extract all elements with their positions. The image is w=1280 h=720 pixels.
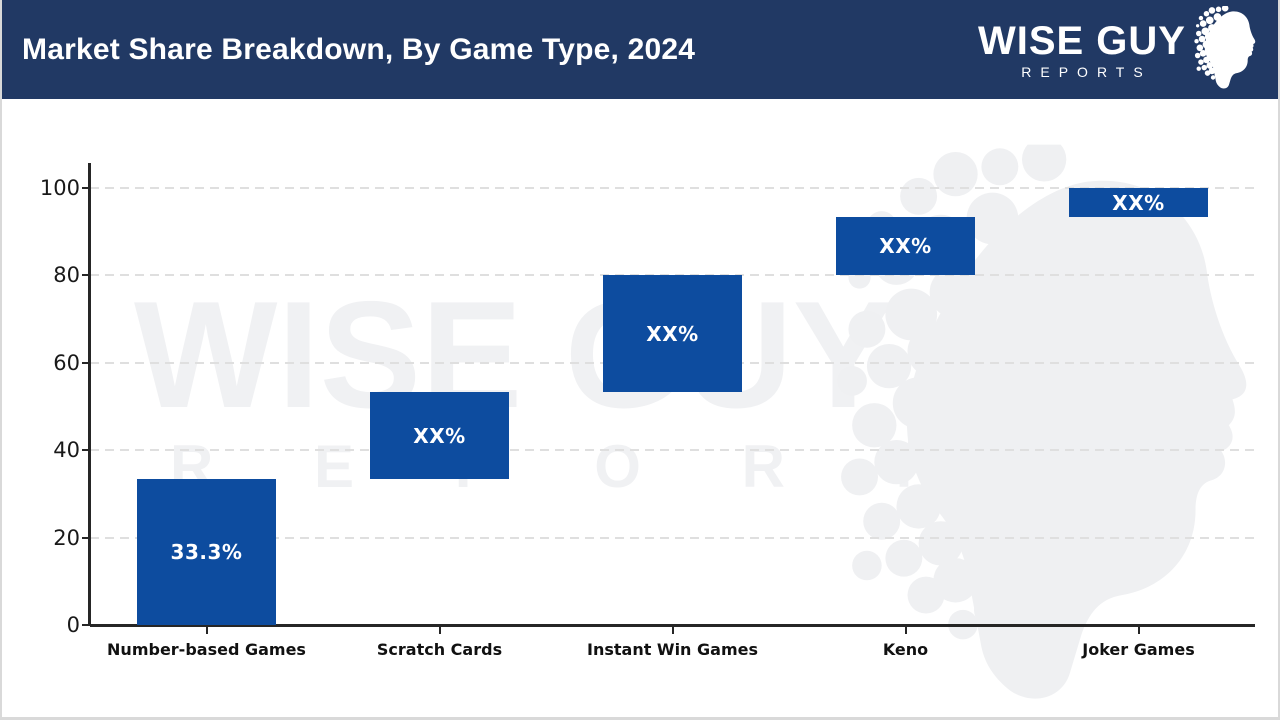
x-tick-3 (904, 626, 907, 634)
y-tick-20 (82, 536, 90, 539)
bar-3-text: XX% (879, 234, 932, 259)
y-tick-0 (82, 624, 90, 626)
y-tick-80 (82, 274, 90, 277)
y-axis-line (88, 163, 91, 625)
category-label-3: Keno (882, 640, 929, 659)
y-tick-label-20: 20 (53, 525, 80, 550)
y-tick-label-80: 80 (53, 263, 80, 288)
y-tick-40 (82, 449, 90, 452)
bar-1-text: XX% (413, 423, 466, 448)
y-tick-label-60: 60 (53, 350, 80, 375)
y-tick-label-0: 0 (66, 613, 80, 637)
y-tick-label-100: 100 (39, 176, 80, 200)
category-label-1: Scratch Cards (376, 640, 503, 659)
y-tick-60 (82, 361, 90, 364)
x-tick-1 (438, 626, 441, 634)
x-axis-line (90, 624, 1255, 627)
header-bar: Market Share Breakdown, By Game Type, 20… (2, 0, 1280, 99)
gridline-40 (90, 449, 1255, 452)
x-tick-2 (671, 626, 674, 634)
bar-4: XX% (1069, 188, 1208, 218)
bar-2-text: XX% (646, 321, 699, 346)
logo-wordmark: WISE GUY (977, 18, 1186, 63)
logo-subtitle: REPORTS (1021, 63, 1152, 80)
y-tick-label-40: 40 (53, 438, 80, 463)
x-tick-4 (1137, 626, 1140, 634)
bar-3: XX% (836, 217, 975, 276)
y-tick-100 (82, 187, 90, 189)
bar-2: XX% (603, 275, 742, 393)
bar-1: XX% (370, 392, 509, 480)
x-tick-0 (205, 626, 208, 634)
bar-0-text: 33.3% (170, 540, 243, 565)
logo-head-icon (1190, 6, 1268, 94)
gridline-100 (90, 187, 1255, 189)
category-label-2: Instant Win Games (587, 640, 758, 659)
page-title: Market Share Breakdown, By Game Type, 20… (22, 32, 696, 66)
bar-4-text: XX% (1112, 190, 1165, 215)
category-label-0: Number-based Games (107, 640, 306, 659)
logo-text: WISE GUY REPORTS (978, 20, 1186, 80)
gridline-20 (90, 536, 1255, 539)
watermark-wordmark: WISE GUY (134, 270, 895, 440)
wise-guy-logo: WISE GUY REPORTS (978, 6, 1280, 94)
category-label-4: Joker Games (1082, 640, 1195, 659)
bar-0: 33.3% (137, 479, 276, 625)
